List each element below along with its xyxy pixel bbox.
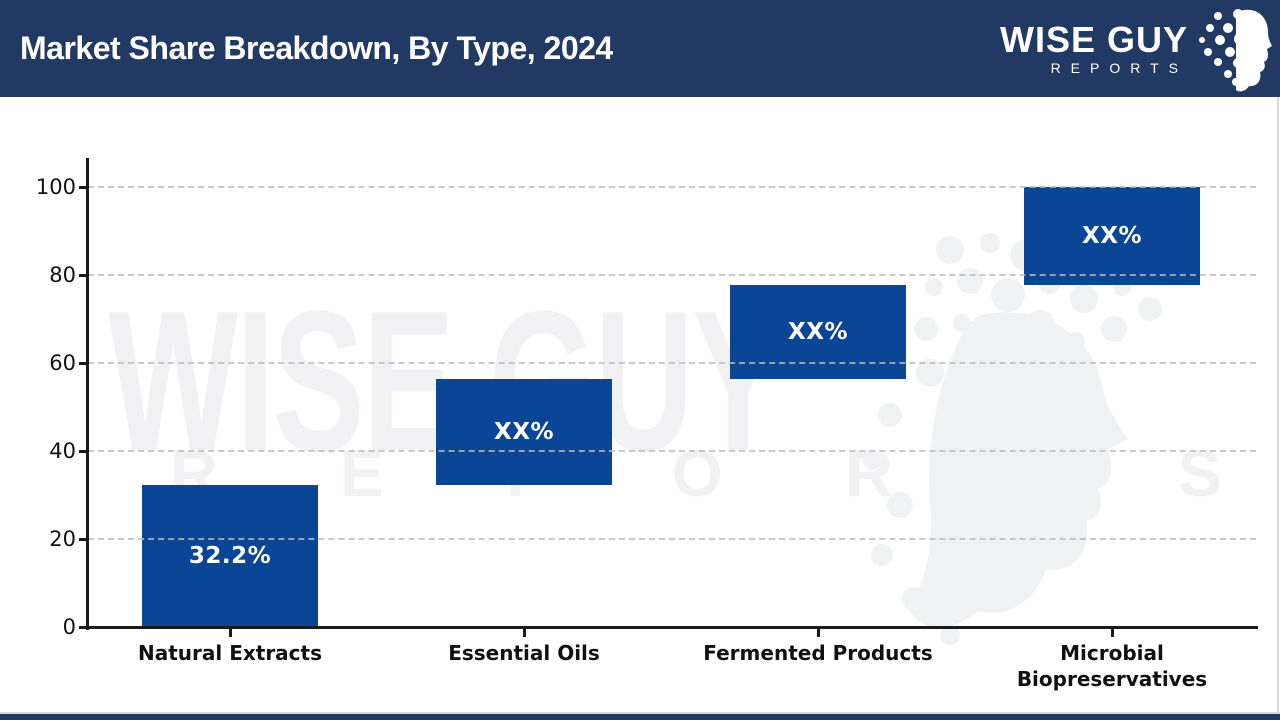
gridline-40 — [88, 450, 1256, 452]
y-tick-20 — [79, 538, 88, 541]
x-tick-2 — [817, 629, 820, 637]
x-category-label-0: Natural Extracts — [137, 641, 322, 665]
bar-segment-3: XX% — [1024, 187, 1200, 286]
y-tick-60 — [79, 362, 88, 365]
brand-name: WISE GUY — [999, 19, 1188, 60]
y-tick-label-60: 60 — [49, 351, 76, 375]
x-category-label-3: Microbial Biopreservatives — [1016, 641, 1208, 691]
x-tick-0 — [229, 629, 232, 637]
brand-face-icon — [1199, 8, 1272, 91]
y-tick-label-20: 20 — [49, 527, 76, 551]
bar-value-label: XX% — [1081, 223, 1142, 250]
bar-segment-0: 32.2% — [142, 485, 318, 627]
y-tick-label-0: 0 — [62, 615, 76, 639]
brand-subtitle: REPORTS — [1050, 60, 1188, 76]
bar-value-label: 32.2% — [188, 543, 272, 570]
bar-segment-1: XX% — [436, 379, 612, 486]
gridline-20 — [88, 538, 1256, 540]
gridline-100 — [88, 186, 1256, 188]
footer-strip — [0, 714, 1280, 720]
y-tick-100 — [79, 186, 88, 189]
x-tick-3 — [1111, 629, 1114, 637]
brand-text: WISE GUY REPORTS — [999, 19, 1188, 76]
x-category-label-1: Essential Oils — [448, 641, 600, 665]
gridline-80 — [88, 274, 1256, 276]
y-tick-80 — [79, 274, 88, 277]
y-tick-label-40: 40 — [49, 439, 76, 463]
bar-segment-2: XX% — [730, 285, 906, 380]
frame-right-line — [1277, 97, 1279, 714]
chart-title: Market Share Breakdown, By Type, 2024 — [20, 30, 613, 66]
frame-bottom-line — [0, 712, 1280, 714]
y-tick-40 — [79, 450, 88, 453]
header-band: Market Share Breakdown, By Type, 2024 WI… — [0, 0, 1280, 97]
brand-logo: WISE GUY REPORTS — [1000, 6, 1280, 92]
bar-value-label: XX% — [787, 319, 848, 346]
x-category-label-2: Fermented Products — [703, 641, 933, 665]
x-axis-line — [86, 626, 1258, 629]
y-axis-line — [86, 158, 89, 630]
y-tick-0 — [79, 626, 88, 629]
bar-value-label: XX% — [493, 419, 554, 446]
gridline-60 — [88, 362, 1256, 364]
y-tick-label-100: 100 — [35, 175, 76, 199]
y-tick-label-80: 80 — [49, 263, 76, 287]
x-tick-1 — [523, 629, 526, 637]
